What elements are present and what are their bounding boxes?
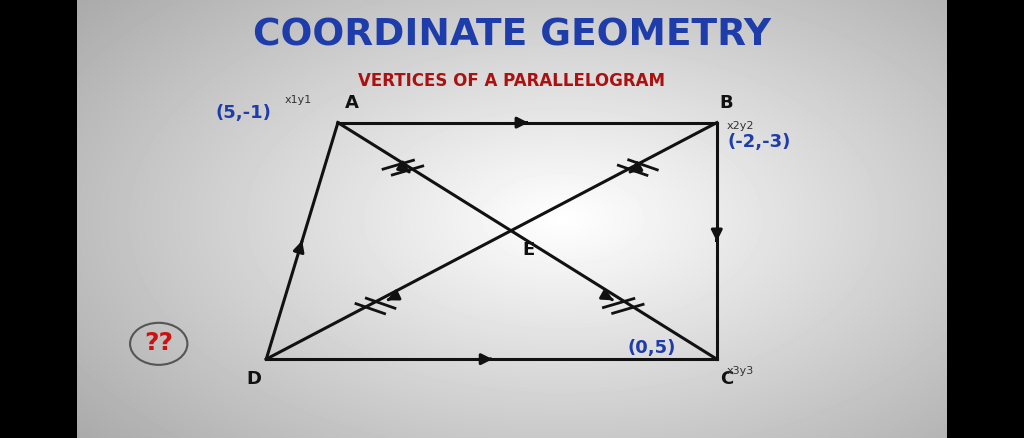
Text: (0,5): (0,5) (628, 339, 676, 357)
Text: COORDINATE GEOMETRY: COORDINATE GEOMETRY (253, 18, 771, 53)
Text: D: D (246, 370, 261, 388)
Text: C: C (720, 370, 733, 388)
Bar (947, 0, 1024, 438)
Text: ??: ?? (144, 332, 173, 355)
Text: (5,-1): (5,-1) (215, 104, 271, 122)
Text: A: A (345, 94, 359, 112)
Text: x1y1: x1y1 (285, 95, 312, 105)
Bar (0, 0, 77, 438)
Text: E: E (522, 240, 535, 259)
Text: B: B (720, 94, 733, 112)
Text: (-2,-3): (-2,-3) (727, 133, 791, 151)
Text: x2y2: x2y2 (727, 121, 755, 131)
Text: x3y3: x3y3 (727, 367, 755, 377)
Text: VERTICES OF A PARALLELOGRAM: VERTICES OF A PARALLELOGRAM (358, 72, 666, 90)
